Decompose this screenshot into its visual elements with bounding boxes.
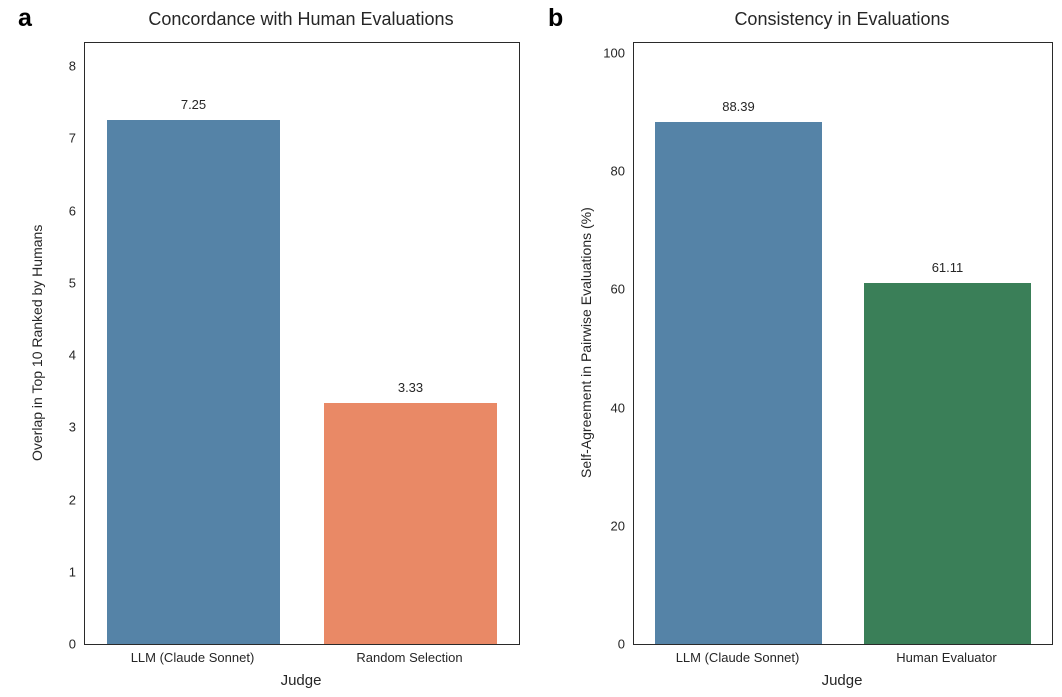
chart-title-b: Consistency in Evaluations [734, 9, 950, 29]
bar-value-label: 3.33 [397, 380, 424, 396]
x-tick-labels-a: LLM (Claude Sonnet) Random Selection [84, 650, 518, 665]
y-tick-label: 7 [68, 130, 76, 146]
y-tick-label: 6 [68, 203, 76, 219]
y-tick-label: 20 [610, 518, 625, 534]
chart-title-a: Concordance with Human Evaluations [148, 9, 454, 29]
y-tick-label: 2 [68, 492, 76, 508]
x-tick-label: LLM (Claude Sonnet) [675, 650, 800, 665]
y-tick-label: 100 [603, 45, 625, 61]
panel-letter-b: b [548, 4, 564, 32]
x-tick-labels-b: LLM (Claude Sonnet) Human Evaluator [633, 650, 1051, 665]
x-tick-label: Random Selection [356, 650, 463, 665]
axes-a: 0 1 2 3 4 5 6 7 8 7.25 3.33 [69, 42, 520, 651]
y-axis-label-b: Self-Agreement in Pairwise Evaluations (… [578, 207, 594, 478]
bar-human-evaluator [863, 282, 1032, 644]
x-axis-label-b: Judge [821, 672, 863, 689]
bar-llm-claude-sonnet [106, 120, 281, 644]
bar-value-label: 88.39 [722, 98, 755, 114]
x-tick-label: Human Evaluator [896, 650, 997, 665]
y-tick-label: 5 [68, 275, 76, 291]
y-tick-label: 8 [68, 58, 76, 74]
y-tick-label: 1 [68, 564, 76, 580]
bar-random-selection [323, 403, 498, 644]
y-axis-label-a: Overlap in Top 10 Ranked by Humans [29, 224, 45, 461]
y-tick-label: 80 [610, 163, 625, 179]
x-axis-label-a: Judge [280, 672, 322, 689]
y-tick-label: 0 [68, 636, 76, 652]
panel-letter-a: a [18, 4, 32, 32]
bar-llm-claude-sonnet [654, 121, 823, 644]
y-tick-label: 40 [610, 400, 625, 416]
y-tick-label: 0 [617, 636, 625, 652]
bar-value-label: 7.25 [180, 97, 207, 113]
axes-b: 0 20 40 60 80 100 88.39 61.11 [603, 42, 1053, 651]
x-tick-label: LLM (Claude Sonnet) [130, 650, 255, 665]
y-tick-label: 60 [610, 281, 625, 297]
y-tick-label: 4 [68, 347, 76, 363]
bar-value-label: 61.11 [931, 259, 964, 275]
y-tick-label: 3 [68, 419, 76, 435]
